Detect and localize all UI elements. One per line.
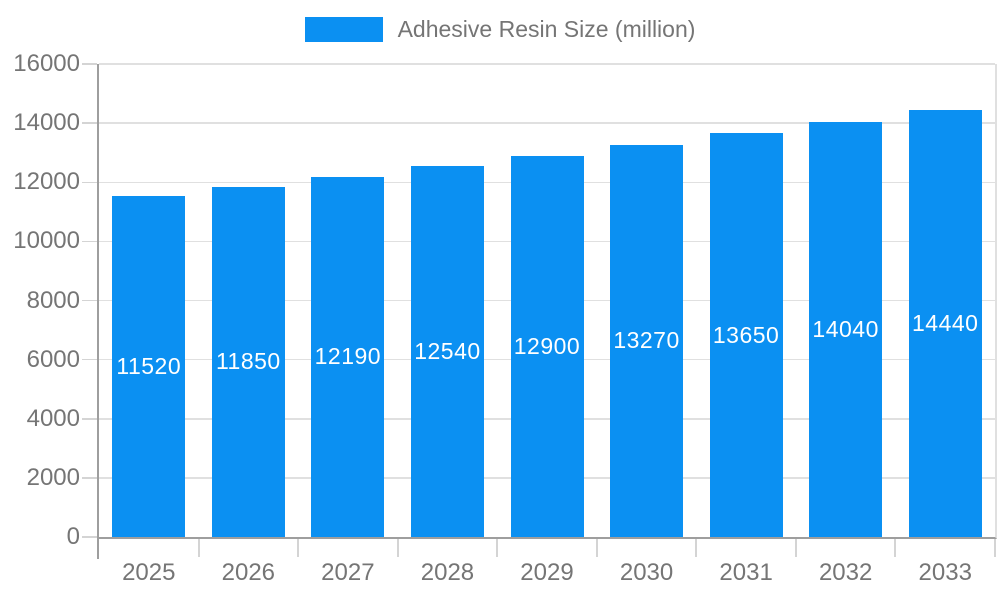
gridline-y-16000 <box>99 63 995 65</box>
y-tick-6000 <box>82 358 97 361</box>
y-axis-label-6000: 6000 <box>26 345 80 373</box>
bar-value-label-2028: 12540 <box>414 338 481 365</box>
x-tick-9 <box>994 539 996 557</box>
x-tick-2 <box>297 539 300 557</box>
y-tick-2000 <box>82 477 97 479</box>
bar-2028[interactable]: 12540 <box>410 166 484 537</box>
y-axis-label-12000: 12000 <box>13 168 80 196</box>
x-axis-label-2030: 2030 <box>619 559 674 586</box>
bar-value-label-2027: 12190 <box>314 343 382 370</box>
y-tick-0 <box>82 536 97 538</box>
y-tick-14000 <box>82 122 97 124</box>
y-axis-label-4000: 4000 <box>26 404 80 432</box>
x-axis-label-2027: 2027 <box>321 559 375 586</box>
bar-2029[interactable]: 12900 <box>510 155 584 537</box>
bar-2027[interactable]: 12190 <box>311 176 385 537</box>
plot-area: 11520 2025 11850 2026 12190 2027 12540 2028 1290… <box>82 63 997 586</box>
bar-value-label-2032: 14040 <box>812 315 879 342</box>
x-tick-7 <box>794 539 797 557</box>
legend-color-swatch-icon <box>304 17 383 42</box>
y-axis-label-0: 0 <box>66 523 80 550</box>
bar-2032[interactable]: 14040 <box>809 121 883 537</box>
bar-value-label-2031: 13650 <box>712 321 780 348</box>
gridline-y-14000 <box>99 122 995 124</box>
bar-2025[interactable]: 11520 <box>112 196 186 537</box>
bar-2030[interactable]: 13270 <box>610 144 684 537</box>
x-tick-3 <box>396 539 399 557</box>
legend-item[interactable]: Adhesive Resin Size (million) <box>304 16 696 43</box>
y-axis-label-14000: 14000 <box>13 109 80 137</box>
bar-value-label-2025: 11520 <box>116 353 182 380</box>
y-axis-label-10000: 10000 <box>13 227 80 255</box>
x-axis-label-2033: 2033 <box>918 559 972 586</box>
bar-value-label-2030: 13270 <box>613 327 680 354</box>
bar-value-label-2029: 12900 <box>513 332 581 359</box>
y-axis-label-8000: 8000 <box>26 286 80 314</box>
legend: Adhesive Resin Size (million) <box>0 16 1000 43</box>
x-tick-6 <box>695 539 698 557</box>
bar-2026[interactable]: 11850 <box>211 186 285 537</box>
bar-value-label-2033: 14440 <box>911 310 979 337</box>
y-tick-12000 <box>82 181 97 183</box>
bar-2033[interactable]: 14440 <box>908 110 982 537</box>
x-tick-4 <box>496 539 499 557</box>
x-axis-label-2029: 2029 <box>520 559 574 586</box>
bar-2031[interactable]: 13650 <box>709 133 783 537</box>
y-axis-extension <box>97 539 99 559</box>
x-tick-1 <box>197 539 200 557</box>
x-axis-label-2028: 2028 <box>420 559 475 586</box>
x-axis-label-2025: 2025 <box>122 559 176 586</box>
y-tick-10000 <box>82 240 97 243</box>
legend-label: Adhesive Resin Size (million) <box>397 16 696 42</box>
y-tick-8000 <box>82 299 97 302</box>
y-axis-label-16000: 16000 <box>13 50 80 77</box>
y-axis-label-2000: 2000 <box>26 463 80 491</box>
bar-value-label-2026: 11850 <box>215 348 281 375</box>
x-axis-label-2032: 2032 <box>818 559 873 586</box>
x-axis-label-2026: 2026 <box>221 559 276 586</box>
y-tick-4000 <box>82 418 97 420</box>
x-tick-8 <box>894 539 897 557</box>
x-tick-5 <box>595 539 598 557</box>
x-axis-label-2031: 2031 <box>719 559 773 586</box>
y-tick-16000 <box>82 63 97 65</box>
